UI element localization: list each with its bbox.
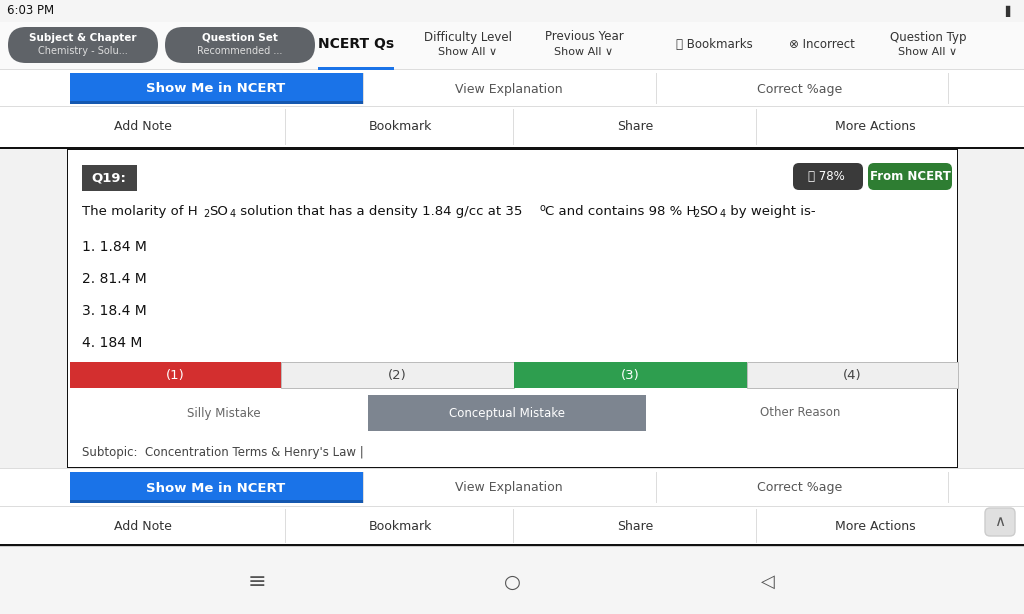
Text: Show Me in NCERT: Show Me in NCERT bbox=[146, 82, 286, 96]
Bar bbox=[0, 107, 1024, 147]
Text: ○: ○ bbox=[504, 572, 520, 591]
Text: ≡: ≡ bbox=[248, 572, 266, 592]
Text: Conceptual Mistake: Conceptual Mistake bbox=[449, 406, 565, 419]
Bar bbox=[0, 22, 1024, 70]
Bar bbox=[68, 150, 957, 467]
FancyBboxPatch shape bbox=[793, 163, 863, 190]
Text: View Explanation: View Explanation bbox=[456, 82, 563, 96]
Bar bbox=[0, 468, 1024, 469]
Text: ▌: ▌ bbox=[1006, 6, 1014, 17]
Bar bbox=[67, 467, 958, 468]
Text: Subtopic:  Concentration Terms & Henry's Law |: Subtopic: Concentration Terms & Henry's … bbox=[82, 446, 364, 459]
Text: 1. 1.84 M: 1. 1.84 M bbox=[82, 240, 146, 254]
Text: 2: 2 bbox=[693, 209, 699, 219]
Text: o: o bbox=[539, 203, 545, 213]
Bar bbox=[0, 70, 1024, 107]
Text: NCERT Qs: NCERT Qs bbox=[317, 37, 394, 51]
Text: 👍 78%: 👍 78% bbox=[808, 171, 845, 184]
Text: Correct %age: Correct %age bbox=[758, 481, 843, 494]
Text: (3): (3) bbox=[621, 368, 640, 381]
Bar bbox=[318, 67, 394, 70]
Bar bbox=[746, 362, 958, 388]
Bar bbox=[82, 165, 137, 191]
Text: Show All ∨: Show All ∨ bbox=[554, 47, 613, 57]
Text: 2: 2 bbox=[203, 209, 209, 219]
Bar bbox=[70, 101, 362, 104]
Bar bbox=[0, 506, 1024, 507]
FancyBboxPatch shape bbox=[985, 508, 1015, 536]
Bar bbox=[0, 0, 1024, 22]
Text: 4: 4 bbox=[720, 209, 726, 219]
Bar bbox=[0, 544, 1024, 546]
Text: Share: Share bbox=[616, 519, 653, 532]
Text: Bookmark: Bookmark bbox=[369, 120, 432, 133]
Bar bbox=[0, 507, 1024, 545]
FancyBboxPatch shape bbox=[868, 163, 952, 190]
Text: Question Typ: Question Typ bbox=[890, 31, 967, 44]
Bar bbox=[0, 469, 1024, 506]
Text: Show All ∨: Show All ∨ bbox=[898, 47, 957, 57]
Text: SO: SO bbox=[699, 205, 718, 218]
Bar bbox=[368, 395, 646, 431]
Text: SO: SO bbox=[209, 205, 228, 218]
Text: Show All ∨: Show All ∨ bbox=[438, 47, 498, 57]
Text: by weight is-: by weight is- bbox=[726, 205, 816, 218]
Text: More Actions: More Actions bbox=[835, 519, 915, 532]
Text: 🔖 Bookmarks: 🔖 Bookmarks bbox=[676, 37, 753, 50]
Text: 2. 81.4 M: 2. 81.4 M bbox=[82, 272, 146, 286]
Bar bbox=[282, 362, 514, 388]
Bar bbox=[0, 147, 1024, 149]
Text: (2): (2) bbox=[388, 368, 408, 381]
Bar bbox=[70, 500, 362, 503]
Text: Recommended ...: Recommended ... bbox=[198, 46, 283, 56]
Text: 4: 4 bbox=[230, 209, 237, 219]
Text: Other Reason: Other Reason bbox=[760, 406, 840, 419]
Text: 4. 184 M: 4. 184 M bbox=[82, 336, 142, 350]
Text: 6:03 PM: 6:03 PM bbox=[7, 4, 54, 18]
Text: Silly Mistake: Silly Mistake bbox=[187, 406, 261, 419]
Text: Subject & Chapter: Subject & Chapter bbox=[30, 33, 137, 43]
FancyBboxPatch shape bbox=[165, 27, 315, 63]
Text: The molarity of H: The molarity of H bbox=[82, 205, 198, 218]
Text: (4): (4) bbox=[843, 368, 861, 381]
Bar bbox=[0, 546, 1024, 547]
Bar bbox=[0, 69, 1024, 70]
Text: Share: Share bbox=[616, 120, 653, 133]
Text: solution that has a density 1.84 g/cc at 35: solution that has a density 1.84 g/cc at… bbox=[236, 205, 526, 218]
Text: More Actions: More Actions bbox=[835, 120, 915, 133]
Bar bbox=[67, 149, 958, 150]
Text: Previous Year: Previous Year bbox=[545, 31, 624, 44]
Text: (1): (1) bbox=[166, 368, 185, 381]
Text: Add Note: Add Note bbox=[114, 120, 172, 133]
Text: Chemistry - Solu...: Chemistry - Solu... bbox=[38, 46, 128, 56]
Text: Show Me in NCERT: Show Me in NCERT bbox=[146, 481, 286, 494]
Text: View Explanation: View Explanation bbox=[456, 481, 563, 494]
Text: From NCERT: From NCERT bbox=[869, 171, 950, 184]
FancyBboxPatch shape bbox=[8, 27, 158, 63]
Bar bbox=[70, 73, 362, 104]
Text: ∧: ∧ bbox=[994, 515, 1006, 529]
Text: Q19:: Q19: bbox=[91, 171, 126, 184]
Text: C and contains 98 % H: C and contains 98 % H bbox=[545, 205, 696, 218]
Bar bbox=[514, 362, 746, 388]
Bar bbox=[70, 362, 282, 388]
Text: Bookmark: Bookmark bbox=[369, 519, 432, 532]
Text: Question Set: Question Set bbox=[202, 33, 278, 43]
Text: Add Note: Add Note bbox=[114, 519, 172, 532]
Bar bbox=[70, 472, 362, 503]
Bar bbox=[0, 546, 1024, 614]
Text: ◁: ◁ bbox=[761, 573, 775, 591]
Text: 3. 18.4 M: 3. 18.4 M bbox=[82, 304, 146, 318]
Text: Correct %age: Correct %age bbox=[758, 82, 843, 96]
Bar bbox=[0, 106, 1024, 107]
Text: Difficulty Level: Difficulty Level bbox=[424, 31, 512, 44]
Text: ⊗ Incorrect: ⊗ Incorrect bbox=[790, 37, 855, 50]
